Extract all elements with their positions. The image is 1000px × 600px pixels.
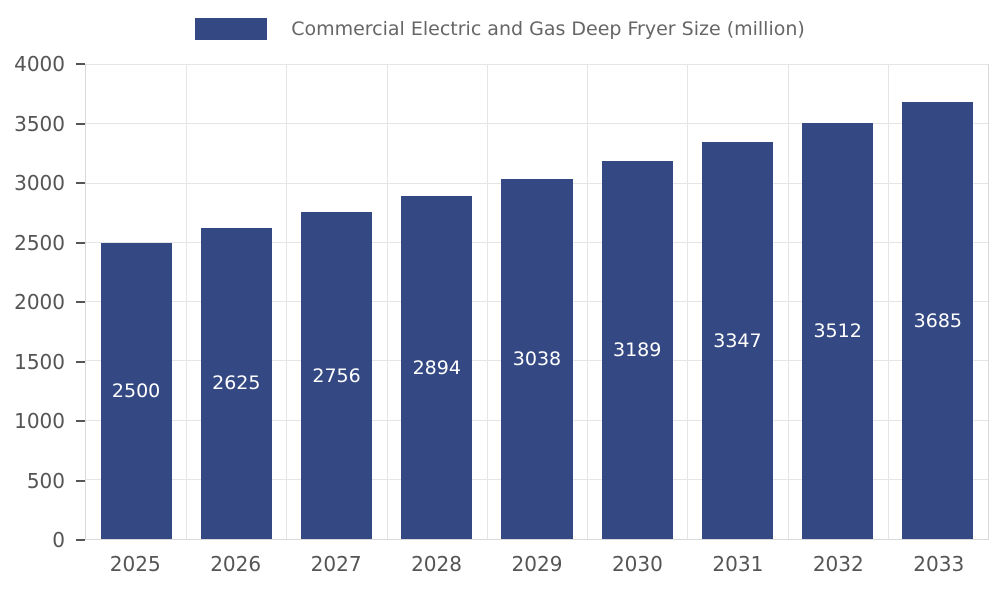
horizontal-gridline — [86, 64, 988, 65]
x-tick-label: 2028 — [411, 552, 462, 576]
bar-value-label: 3512 — [813, 319, 862, 342]
horizontal-gridline — [86, 123, 988, 125]
bar-value-label: 3189 — [613, 339, 662, 362]
bar-2031: 3347 — [701, 142, 773, 539]
x-tick-label: 2027 — [310, 552, 362, 576]
y-axis: 0 500 1000 1500 2000 2500 3000 3500 4000 — [0, 52, 85, 552]
plot-area: 2500 2625 2756 2894 3038 3189 3347 3512 3685 — [85, 64, 989, 540]
y-tick-mark — [76, 63, 85, 65]
x-tick-label: 2033 — [913, 552, 965, 576]
x-tick-label: 2029 — [511, 552, 563, 576]
y-tick-mark — [76, 301, 85, 303]
y-tick-label: 0 — [52, 528, 65, 552]
bar-value-label: 3347 — [713, 329, 762, 352]
y-tick-label: 500 — [26, 468, 65, 493]
y-tick-mark — [76, 360, 85, 363]
x-axis: 2025 2026 2027 2028 2029 2030 2031 2032 2033 — [85, 552, 989, 586]
vertical-gridline — [486, 65, 488, 539]
bar-2030: 3189 — [601, 161, 673, 539]
bar-value-label: 2625 — [212, 372, 261, 395]
bar-2032: 3512 — [802, 122, 874, 539]
bar-slot: 2625 — [186, 65, 286, 539]
y-tick-label: 1500 — [14, 349, 65, 374]
y-tick-label: 2000 — [14, 290, 65, 314]
y-tick-mark — [76, 122, 85, 125]
y-tick-label: 3000 — [14, 171, 65, 195]
bar-slot: 2756 — [286, 65, 386, 539]
bar-2026: 2625 — [200, 227, 272, 539]
vertical-gridline — [887, 65, 889, 539]
x-tick-label: 2025 — [109, 552, 161, 576]
bar-slot: 2894 — [387, 65, 487, 539]
y-tick-mark — [76, 182, 85, 184]
bar-slot: 3347 — [687, 65, 787, 539]
legend-swatch — [195, 18, 268, 40]
bar-value-label: 2500 — [111, 379, 161, 402]
bar-slot: 2500 — [86, 65, 186, 539]
y-tick-mark — [76, 539, 85, 541]
bar-value-label: 2894 — [412, 356, 461, 379]
y-tick-label: 2500 — [14, 230, 65, 255]
y-tick-mark — [76, 420, 85, 422]
y-tick-label: 4000 — [14, 52, 65, 76]
bar-2033: 3685 — [902, 102, 974, 539]
bar-value-label: 3038 — [512, 348, 562, 370]
bar-2029: 3038 — [501, 179, 573, 539]
y-tick-label: 3500 — [14, 111, 65, 136]
x-tick-label: 2030 — [611, 552, 663, 576]
vertical-gridline — [687, 65, 689, 539]
y-tick-mark — [76, 479, 85, 482]
vertical-gridline — [386, 65, 388, 539]
x-tick-label: 2031 — [712, 552, 764, 576]
bar-2025: 2500 — [100, 242, 172, 539]
bar-slot: 3189 — [587, 65, 687, 539]
chart-legend: Commercial Electric and Gas Deep Fryer S… — [0, 14, 1000, 44]
vertical-gridline — [286, 65, 288, 539]
x-tick-label: 2032 — [812, 552, 864, 576]
bar-2027: 2756 — [300, 212, 373, 539]
bar-slot: 3512 — [788, 65, 888, 539]
bar-slot: 3685 — [888, 65, 988, 539]
x-tick-label: 2026 — [210, 552, 262, 576]
chart-title: Commercial Electric and Gas Deep Fryer S… — [291, 18, 805, 40]
bar-value-label: 2756 — [312, 364, 361, 387]
vertical-gridline — [186, 65, 188, 539]
y-tick-label: 1000 — [14, 409, 65, 433]
vertical-gridline — [787, 65, 789, 539]
bar-value-label: 3685 — [913, 309, 963, 332]
y-tick-mark — [76, 241, 85, 244]
bar-2028: 2894 — [401, 196, 473, 539]
bar-slots: 2500 2625 2756 2894 3038 3189 3347 3512 3685 — [86, 65, 988, 539]
vertical-gridline — [587, 65, 589, 539]
bar-slot: 3038 — [487, 65, 587, 539]
